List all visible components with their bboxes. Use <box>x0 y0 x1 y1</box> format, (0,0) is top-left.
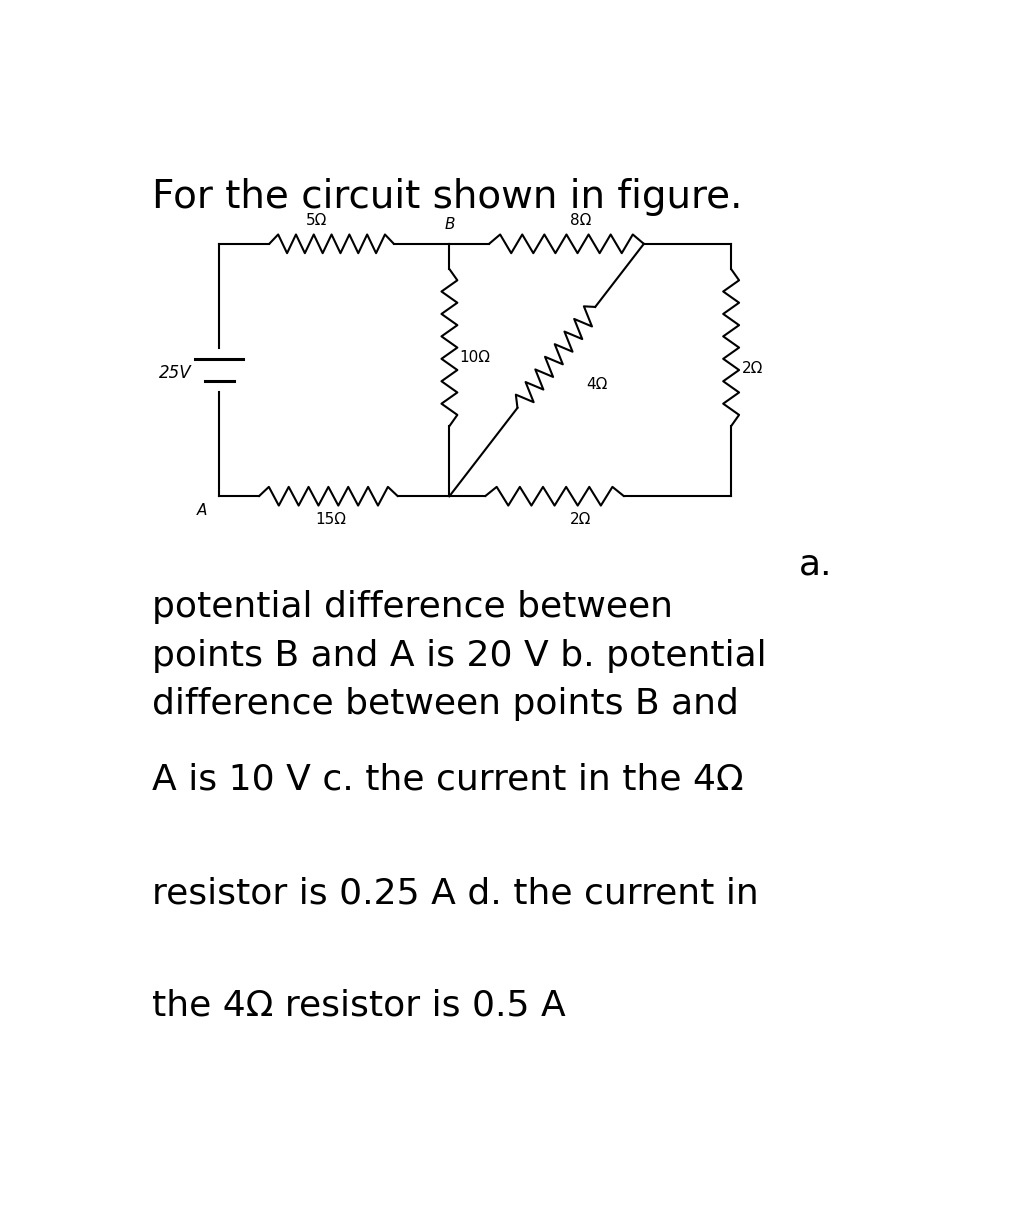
Text: resistor is 0.25 A d. the current in: resistor is 0.25 A d. the current in <box>152 877 759 910</box>
Text: the 4Ω resistor is 0.5 A: the 4Ω resistor is 0.5 A <box>152 989 565 1023</box>
Text: potential difference between
points B and A is 20 V b. potential
difference betw: potential difference between points B an… <box>152 590 766 721</box>
Text: 5Ω: 5Ω <box>306 212 328 228</box>
Text: 10Ω: 10Ω <box>460 351 490 365</box>
Text: 15Ω: 15Ω <box>314 512 346 527</box>
Text: 2Ω: 2Ω <box>741 361 763 375</box>
Text: 4Ω: 4Ω <box>587 376 608 392</box>
Text: B: B <box>444 216 455 232</box>
Text: A: A <box>197 503 207 517</box>
Text: 8Ω: 8Ω <box>569 212 591 228</box>
Text: A is 10 V c. the current in the 4Ω: A is 10 V c. the current in the 4Ω <box>152 762 743 796</box>
Text: For the circuit shown in figure.: For the circuit shown in figure. <box>152 178 742 216</box>
Text: 25V: 25V <box>159 364 191 382</box>
Text: 2Ω: 2Ω <box>569 512 591 527</box>
Text: a.: a. <box>799 548 833 582</box>
